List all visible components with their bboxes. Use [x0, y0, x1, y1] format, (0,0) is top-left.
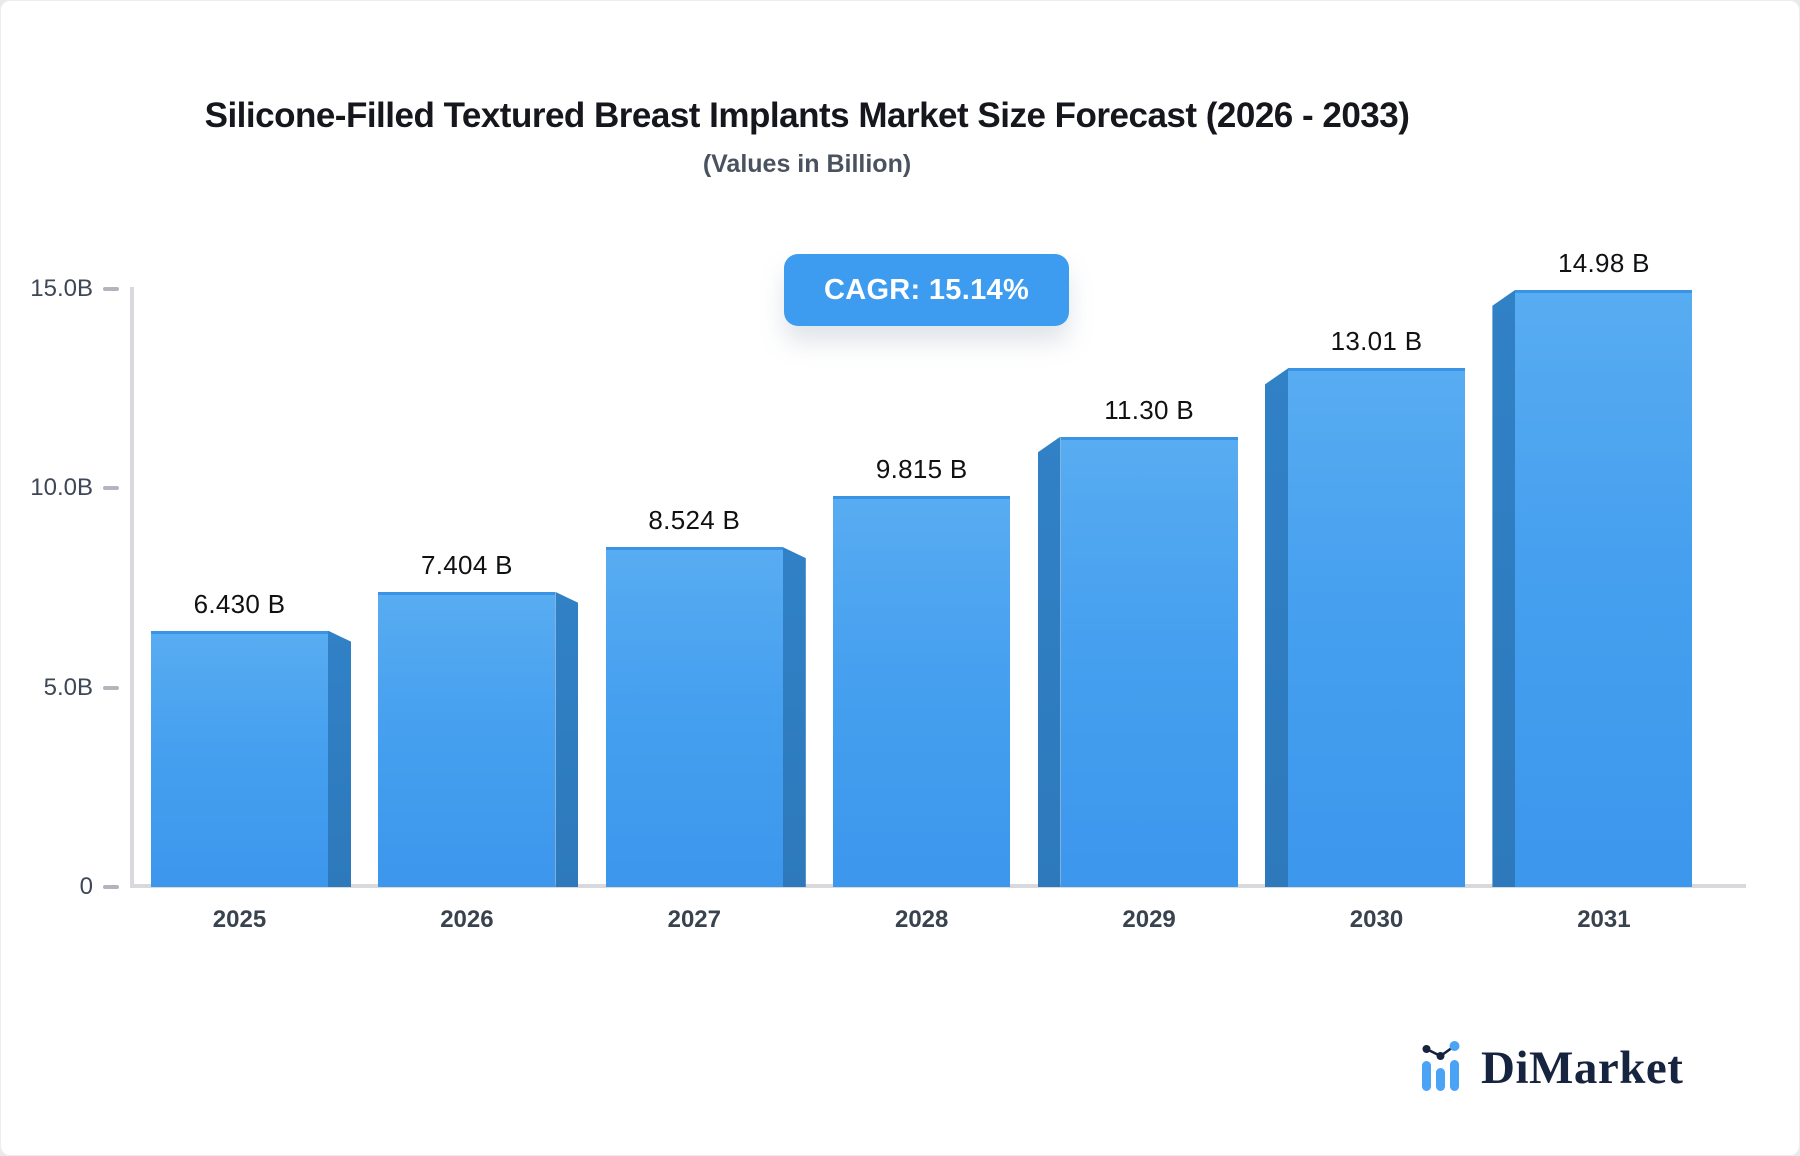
bar-value-label: 13.01 B: [1330, 326, 1423, 357]
bar-2030-side-face: [1265, 368, 1288, 887]
x-axis-label-2026: 2026: [440, 906, 494, 933]
y-axis-tick: [103, 486, 119, 491]
bar-2028: [833, 495, 1011, 887]
bar-2025: [151, 630, 328, 887]
bar-2030: [1288, 368, 1465, 887]
cagr-badge-label: CAGR: 15.14%: [823, 273, 1030, 306]
x-axis-label-2029: 2029: [1122, 906, 1176, 933]
y-axis-tick: [103, 685, 119, 690]
x-axis-label-2031: 2031: [1577, 906, 1631, 933]
bar-2027-side-face: [782, 547, 806, 887]
cagr-badge: CAGR: 15.14%: [784, 254, 1069, 326]
y-axis-tick: [103, 885, 119, 889]
bar-value-label: 9.815 B: [875, 453, 968, 484]
y-axis-line: [130, 287, 134, 887]
bar-value-label: 14.98 B: [1558, 247, 1650, 278]
bar-value-label: 8.524 B: [648, 505, 741, 536]
bar-2025-side-face: [328, 630, 351, 887]
bar-2029-side-face: [1037, 436, 1061, 887]
bar-2026: [378, 591, 556, 887]
brand-name: DiMarket: [1481, 1042, 1684, 1094]
bar-2026-side-face: [555, 591, 579, 887]
bar-value-label: 11.30 B: [1104, 394, 1194, 425]
bar-line-chart-icon: [1422, 1041, 1460, 1091]
bar-2027: [605, 547, 783, 887]
x-axis-label-2030: 2030: [1349, 906, 1404, 933]
x-axis-label-2027: 2027: [667, 906, 721, 933]
chart-title: Silicone-Filled Textured Breast Implants…: [204, 96, 1410, 135]
y-axis-label: 0: [79, 873, 93, 900]
bar-value-label: 7.404 B: [421, 549, 513, 580]
y-axis-label: 5.0B: [43, 673, 93, 701]
chart-subtitle: (Values in Billion): [702, 150, 912, 178]
x-axis-label-2028: 2028: [894, 906, 949, 933]
x-axis-label-2025: 2025: [212, 906, 267, 933]
bar-2031: [1515, 289, 1693, 887]
bar-value-label: 6.430 B: [193, 588, 286, 619]
brand-watermark: DiMarket: [1421, 1041, 1683, 1092]
y-axis-label: 15.0B: [30, 275, 93, 302]
y-axis-tick: [103, 287, 119, 291]
bar-2029: [1060, 436, 1238, 887]
y-axis-label: 10.0B: [30, 474, 93, 502]
bar-2031-side-face: [1492, 289, 1516, 887]
